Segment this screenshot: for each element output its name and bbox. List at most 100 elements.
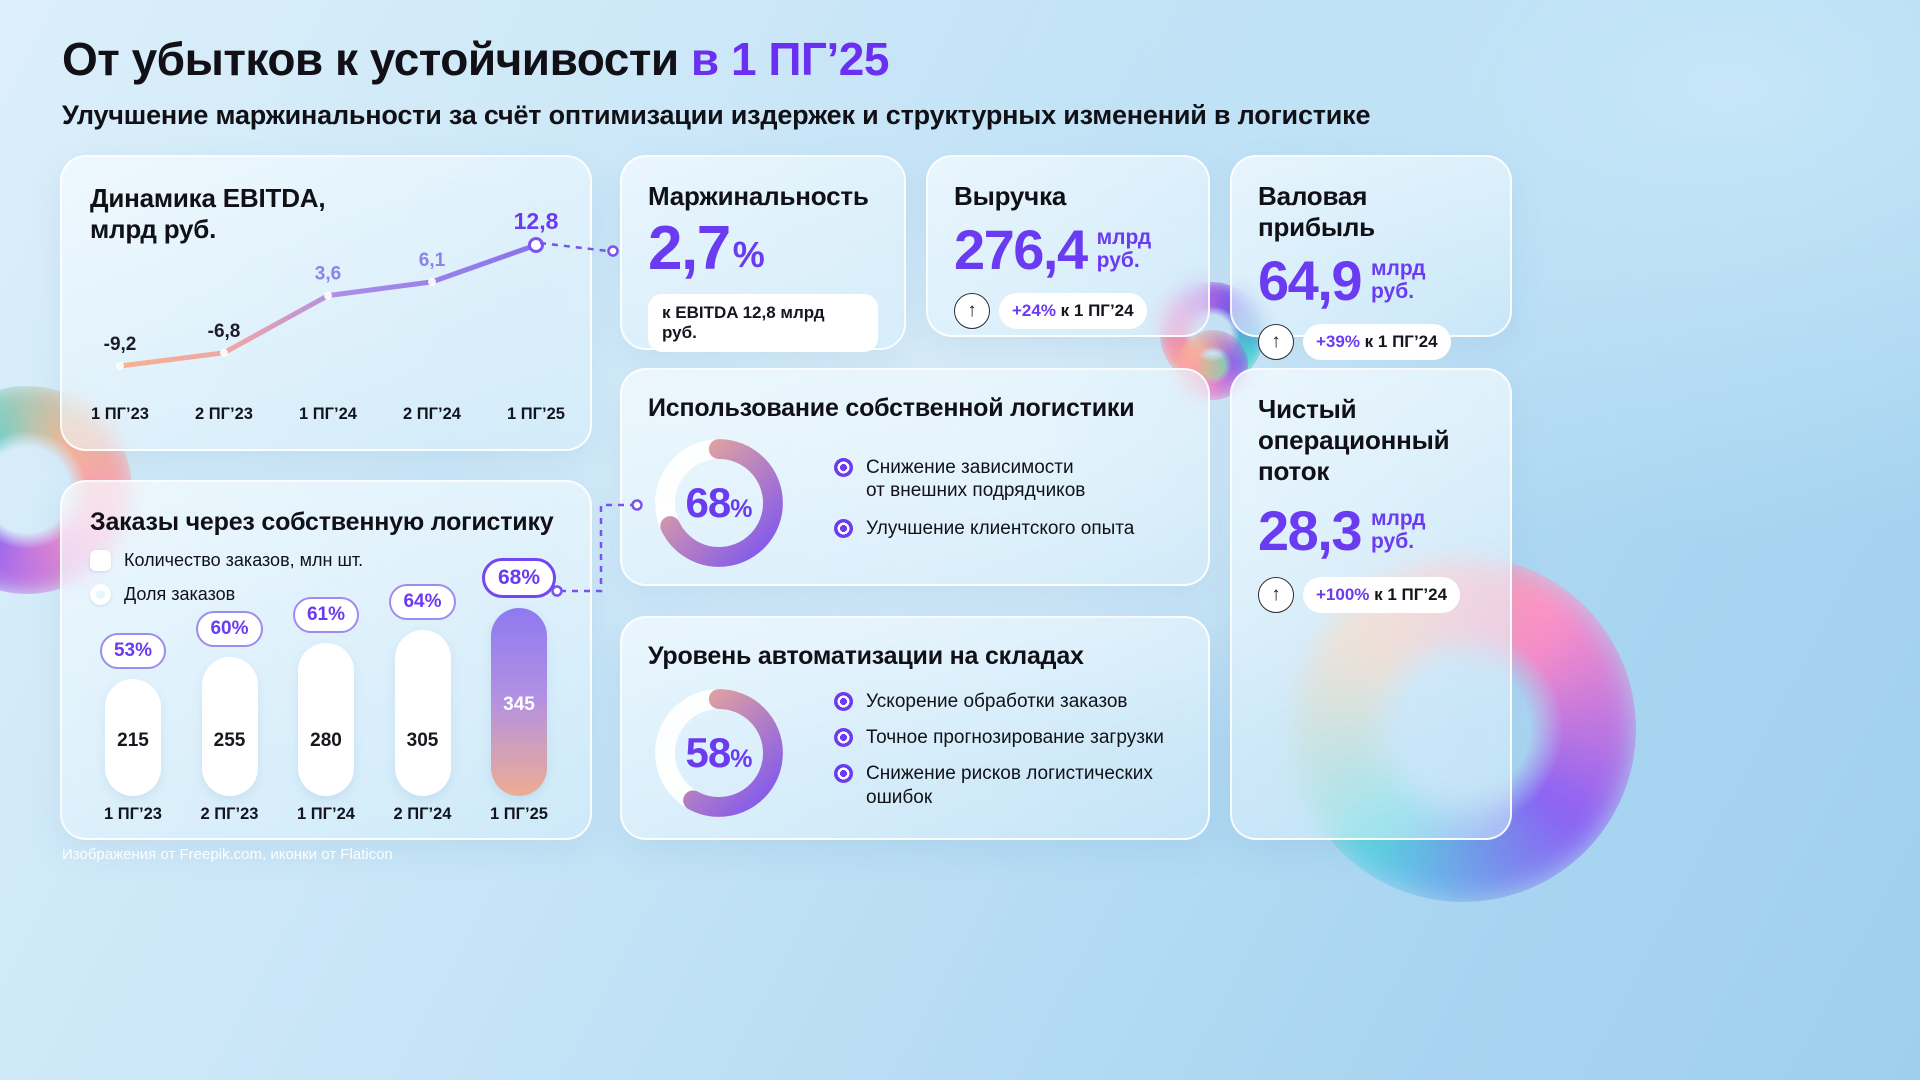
logistics-card-title: Использование собственной логистики: [648, 394, 1135, 422]
page-title: От убытков к устойчивости в 1 ПГ’25: [62, 32, 1370, 86]
title-main: От убытков к устойчивости: [62, 33, 679, 85]
share-badge: 53%: [99, 633, 167, 669]
margin-value: 2,7: [648, 214, 731, 283]
bar-value-label: 305: [406, 730, 439, 751]
revenue-delta-row: ↑ +24% к 1 ПГ’24: [954, 293, 1182, 329]
arrow-up-icon: ↑: [1258, 324, 1294, 360]
bar-column: 60% 255 2 ПГ’23: [187, 611, 273, 824]
revenue-delta-value: +24%: [1012, 301, 1056, 320]
margin-note-badge: к EBITDA 12,8 млрд руб.: [648, 294, 878, 352]
list-item: Улучшение клиентского опыта: [834, 517, 1134, 540]
ebitda-x-label: 1 ПГ’23: [91, 405, 149, 423]
ebitda-data-point: [528, 237, 544, 253]
ebitda-point-label: -6,8: [208, 321, 241, 342]
gross-delta-value: +39%: [1316, 332, 1360, 351]
ebitda-point-label: 12,8: [514, 208, 559, 234]
gross-unit-bottom: руб.: [1371, 279, 1415, 303]
orders-bar: 305: [394, 630, 451, 796]
list-item: Точное прогнозирование загрузки: [834, 726, 1164, 749]
orders-bar: 215: [105, 679, 161, 796]
gross-delta-row: ↑ +39% к 1 ПГ’24: [1258, 324, 1484, 360]
bar-value-label: 255: [213, 730, 246, 751]
gross-delta-badge: +39% к 1 ПГ’24: [1303, 324, 1451, 360]
ebitda-card-title: Динамика EBITDA, млрд руб.: [90, 183, 326, 244]
revenue-units: млрд руб.: [1096, 226, 1152, 272]
bullet-text: Ускорение обработки заказов: [866, 691, 1128, 712]
ebitda-data-point: [220, 348, 228, 357]
orders-card: Заказы через собственную логистику Колич…: [60, 480, 592, 840]
gross-profit-card: Валовая прибыль 64,9 млрд руб. ↑ +39% к …: [1230, 155, 1512, 360]
automation-donut-percent: 58: [685, 729, 732, 776]
gross-value: 64,9: [1258, 249, 1363, 312]
logistics-card: Использование собственной логистики 68% …: [620, 368, 1210, 586]
gross-units: млрд руб.: [1371, 257, 1426, 303]
cashflow-card-title: Чистый операционный поток: [1258, 394, 1450, 486]
margin-unit: %: [732, 234, 765, 275]
bar-category-label: 1 ПГ’24: [297, 805, 355, 823]
ring-legend-icon: [90, 584, 111, 605]
target-dot-icon: [834, 692, 853, 711]
cashflow-unit-top: млрд: [1371, 507, 1426, 530]
ebitda-x-label: 1 ПГ’25: [507, 405, 565, 423]
revenue-unit-bottom: руб.: [1096, 248, 1140, 272]
ebitda-x-label: 2 ПГ’24: [403, 405, 462, 423]
target-dot-icon: [834, 764, 853, 784]
share-badge: 60%: [196, 611, 263, 647]
logistics-donut-chart: 68%: [648, 432, 790, 574]
ebitda-data-point: [428, 277, 436, 286]
bar-column: 68% 345 1 ПГ’25: [476, 558, 562, 824]
margin-card: Маржинальность 2,7 % к EBITDA 12,8 млрд …: [620, 155, 906, 352]
cashflow-delta-value: +100%: [1316, 585, 1370, 604]
bar-category-label: 1 ПГ’23: [104, 805, 162, 823]
cashflow-value: 28,3: [1258, 499, 1363, 562]
legend-share-label: Доля заказов: [124, 584, 236, 604]
arrow-up-icon: ↑: [1258, 577, 1294, 613]
automation-card-title: Уровень автоматизации на складах: [648, 642, 1084, 670]
bar-column: 53% 215 1 ПГ’23: [90, 633, 176, 824]
cashflow-card: Чистый операционный поток 28,3 млрд руб.…: [1230, 368, 1512, 840]
gross-card-title: Валовая прибыль: [1258, 181, 1375, 242]
legend-count-label: Количество заказов, млн шт.: [124, 550, 364, 570]
bar-legend-icon: [90, 550, 111, 571]
ebitda-point-label: 3,6: [315, 264, 341, 285]
target-dot-icon: [834, 458, 853, 477]
list-item: Ускорение обработки заказов: [834, 690, 1164, 713]
revenue-value-row: 276,4 млрд руб.: [954, 222, 1182, 278]
ebitda-point-label: -9,2: [104, 334, 137, 355]
revenue-unit-top: млрд: [1096, 226, 1152, 249]
orders-bar: 255: [201, 657, 258, 796]
gross-delta-ref: к 1 ПГ’24: [1359, 332, 1438, 351]
gross-value-row: 64,9 млрд руб.: [1258, 253, 1484, 309]
ebitda-point-label: 6,1: [419, 250, 446, 271]
cashflow-delta-row: ↑ +100% к 1 ПГ’24: [1258, 577, 1484, 613]
target-dot-icon: [834, 728, 853, 748]
margin-value-row: 2,7 %: [648, 218, 878, 280]
share-badge: 61%: [292, 597, 360, 633]
margin-card-title: Маржинальность: [648, 181, 869, 211]
cashflow-value-row: 28,3 млрд руб.: [1258, 503, 1484, 559]
cashflow-delta-badge: +100% к 1 ПГ’24: [1303, 577, 1461, 613]
bullet-text: Снижение зависимости от внешних подрядчи…: [866, 457, 1086, 502]
percent-sign: %: [730, 745, 753, 773]
ebitda-x-label: 1 ПГ’24: [299, 405, 358, 423]
list-item: Снижение зависимости от внешних подрядчи…: [834, 456, 1134, 502]
ebitda-data-point: [116, 362, 124, 370]
ebitda-card: Динамика EBITDA, млрд руб. -9,2 1 ПГ’23 -6…: [60, 155, 592, 451]
bar-value-label: 345: [503, 694, 535, 715]
orders-bar: 280: [298, 643, 354, 796]
header: От убытков к устойчивости в 1 ПГ’25 Улуч…: [62, 32, 1371, 131]
credits-note: Изображения от Freepik.com, иконки от Fl…: [62, 846, 393, 863]
revenue-card: Выручка 276,4 млрд руб. ↑ +24% к 1 ПГ’24: [926, 155, 1210, 337]
automation-bullets: Ускорение обработки заказов Точное прогн…: [834, 690, 1164, 809]
ebitda-data-point: [324, 291, 332, 300]
arrow-up-icon: ↑: [954, 293, 990, 329]
bar-column: 64% 305 2 ПГ’24: [380, 584, 466, 824]
bar-column: 61% 280 1 ПГ’24: [283, 597, 369, 824]
bar-category-label: 1 ПГ’25: [490, 805, 548, 823]
cashflow-unit-bottom: руб.: [1371, 529, 1415, 553]
arrow-up-glyph: ↑: [967, 300, 977, 321]
orders-card-title: Заказы через собственную логистику: [90, 508, 554, 536]
donut-svg: [655, 689, 783, 817]
logistics-bullets: Снижение зависимости от внешних подрядчи…: [834, 456, 1134, 541]
